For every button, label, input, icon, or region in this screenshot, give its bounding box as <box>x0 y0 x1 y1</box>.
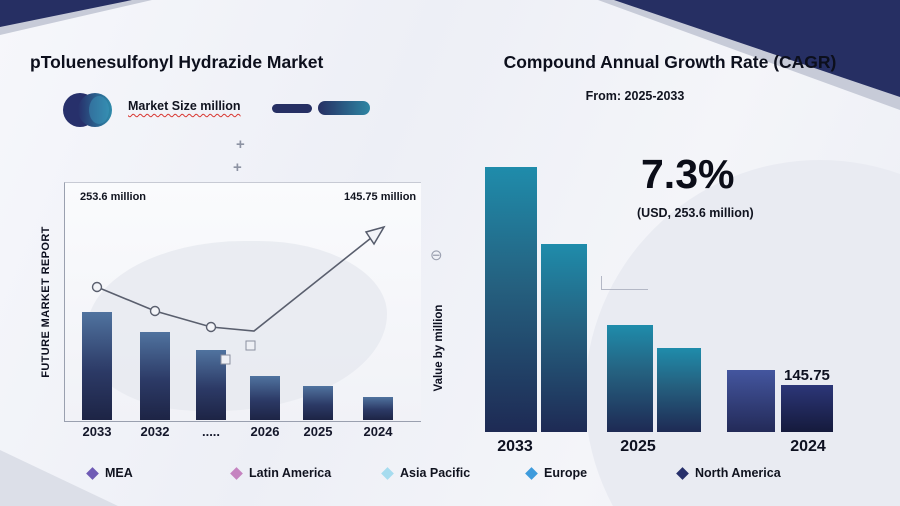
market-size-bar <box>140 332 170 420</box>
x-axis-label: 2033 <box>497 438 533 455</box>
pill-accent-gradient <box>318 101 370 115</box>
legend-item: MEA <box>86 466 133 480</box>
x-axis-label: 2025 <box>303 424 333 439</box>
legend-item-label: North America <box>695 466 781 480</box>
market-size-bar <box>363 397 393 420</box>
market-size-bar <box>250 376 280 420</box>
legend-diamond-icon <box>381 466 394 480</box>
cylinder-icon <box>63 93 112 127</box>
x-axis-label: 2033 <box>82 424 112 439</box>
legend-diamond-icon <box>86 466 99 480</box>
legend-diamond-icon <box>230 466 243 480</box>
pill-accent-navy <box>272 104 312 113</box>
cagr-value: 7.3% <box>641 151 735 197</box>
start-value-annotation: 253.6 million <box>80 191 147 203</box>
legend-diamond-icon <box>525 466 538 480</box>
legend-item-label: MEA <box>105 466 133 480</box>
cagr-bar <box>541 244 587 432</box>
legend-item: Asia Pacific <box>381 466 471 480</box>
legend-diamond-icon <box>676 466 689 480</box>
cagr-bar <box>657 348 701 432</box>
future-market-report-label: FUTURE MARKET REPORT <box>40 226 52 378</box>
market-size-icon <box>62 92 118 133</box>
market-size-chart-area <box>64 182 421 422</box>
x-axis-label: 2025 <box>620 438 656 455</box>
plus-icon: + <box>233 159 242 176</box>
cagr-note: (USD, 253.6 million) <box>637 206 754 220</box>
legend-item-label: Latin America <box>249 466 332 480</box>
plus-icon: + <box>236 136 245 153</box>
chart-background-blob <box>87 241 387 411</box>
left-chart-title: pToluenesulfonyl Hydrazide Market <box>30 52 324 72</box>
bracket-accent <box>601 276 648 290</box>
legend-item: Latin America <box>230 466 332 480</box>
legend-item: Europe <box>525 466 588 480</box>
cagr-bar <box>781 385 833 432</box>
x-axis-label: 2026 <box>250 424 280 439</box>
x-axis-label: 2032 <box>140 424 170 439</box>
x-axis-label: 2024 <box>790 438 826 455</box>
market-size-bar <box>196 350 226 420</box>
end-value-annotation: 145.75 million <box>344 191 417 203</box>
bar-value-annotation: 145.75 <box>784 367 830 384</box>
legend-item-label: Asia Pacific <box>400 466 471 480</box>
cagr-bar <box>607 325 653 432</box>
circled-minus-icon: ⊖ <box>430 247 443 264</box>
x-axis-label: ..... <box>201 424 221 439</box>
value-axis-label: Value by million <box>433 304 445 392</box>
cagr-bar <box>485 167 537 432</box>
legend-item-label: Europe <box>544 466 588 480</box>
market-size-bar <box>82 312 112 420</box>
right-chart-subtitle: From: 2025-2033 <box>585 89 685 103</box>
right-chart-title: Compound Annual Growth Rate (CAGR) <box>503 52 837 72</box>
market-size-bar <box>303 386 333 420</box>
legend-item: North America <box>676 466 781 480</box>
x-axis-label: 2024 <box>363 424 393 439</box>
market-size-legend-label: Market Size million <box>128 99 241 113</box>
cagr-bar <box>727 370 775 432</box>
